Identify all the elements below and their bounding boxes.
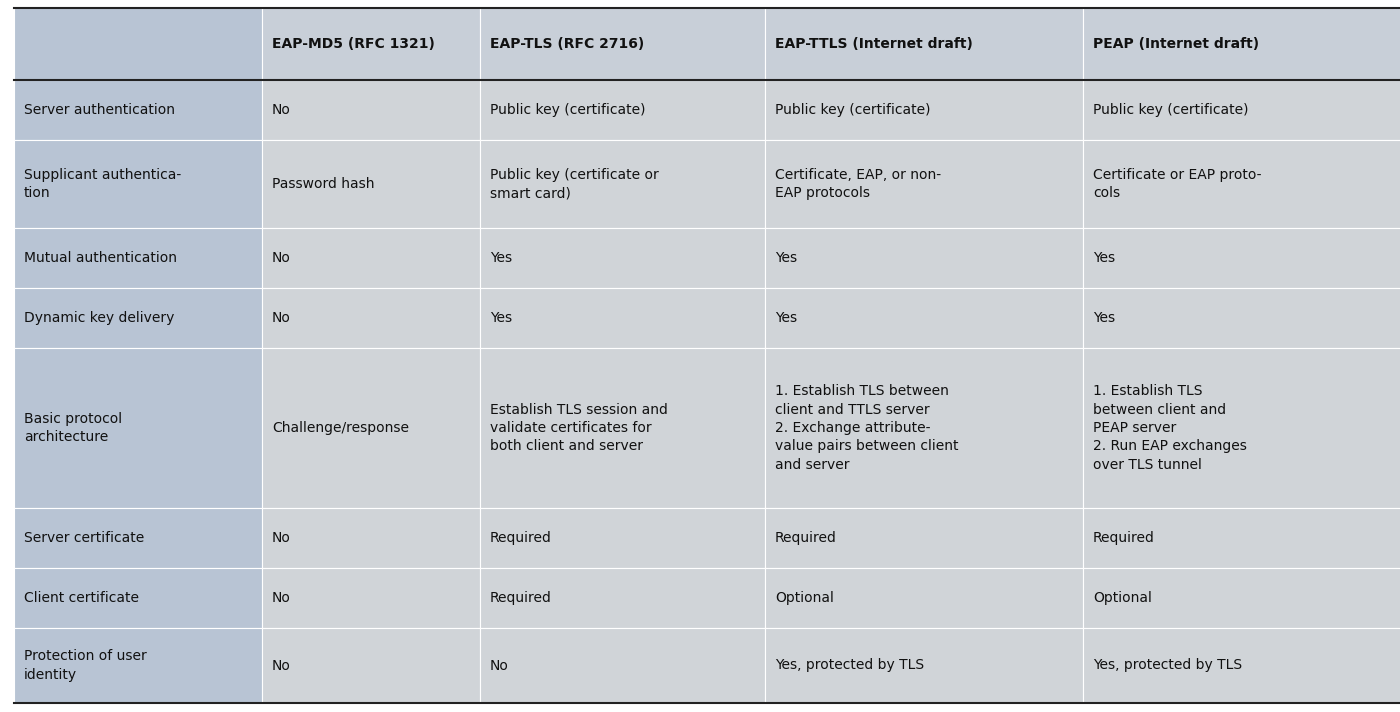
- Bar: [14, 228, 262, 288]
- Text: Optional: Optional: [1093, 591, 1152, 605]
- Bar: [480, 80, 764, 140]
- Text: Supplicant authentica-
tion: Supplicant authentica- tion: [24, 168, 181, 200]
- Text: Yes: Yes: [490, 311, 512, 325]
- Text: EAP-TTLS (Internet draft): EAP-TTLS (Internet draft): [776, 37, 973, 51]
- Text: Server certificate: Server certificate: [24, 531, 144, 545]
- Text: Required: Required: [776, 531, 837, 545]
- Text: No: No: [490, 659, 508, 673]
- Text: Yes: Yes: [776, 311, 797, 325]
- Bar: [480, 8, 764, 80]
- Bar: [1084, 288, 1400, 348]
- Text: Client certificate: Client certificate: [24, 591, 139, 605]
- Bar: [1084, 568, 1400, 628]
- Bar: [262, 80, 480, 140]
- Bar: [480, 348, 764, 508]
- Bar: [480, 568, 764, 628]
- Bar: [1084, 80, 1400, 140]
- Bar: [262, 508, 480, 568]
- Bar: [14, 628, 262, 703]
- Bar: [1084, 140, 1400, 228]
- Text: Required: Required: [490, 591, 552, 605]
- Text: Yes: Yes: [1093, 311, 1116, 325]
- Bar: [764, 8, 1084, 80]
- Bar: [262, 140, 480, 228]
- Text: 1. Establish TLS
between client and
PEAP server
2. Run EAP exchanges
over TLS tu: 1. Establish TLS between client and PEAP…: [1093, 384, 1247, 472]
- Text: Establish TLS session and
validate certificates for
both client and server: Establish TLS session and validate certi…: [490, 402, 668, 454]
- Bar: [480, 140, 764, 228]
- Bar: [480, 228, 764, 288]
- Text: Yes, protected by TLS: Yes, protected by TLS: [1093, 659, 1242, 673]
- Bar: [14, 508, 262, 568]
- Bar: [480, 508, 764, 568]
- Text: 1. Establish TLS between
client and TTLS server
2. Exchange attribute-
value pai: 1. Establish TLS between client and TTLS…: [776, 384, 959, 472]
- Text: Challenge/response: Challenge/response: [272, 421, 409, 435]
- Text: Yes: Yes: [1093, 251, 1116, 265]
- Bar: [14, 348, 262, 508]
- Bar: [764, 288, 1084, 348]
- Text: Certificate or EAP proto-
cols: Certificate or EAP proto- cols: [1093, 168, 1261, 200]
- Bar: [14, 8, 262, 80]
- Bar: [480, 628, 764, 703]
- Text: Public key (certificate): Public key (certificate): [1093, 103, 1249, 117]
- Text: Yes, protected by TLS: Yes, protected by TLS: [776, 659, 924, 673]
- Text: EAP-MD5 (RFC 1321): EAP-MD5 (RFC 1321): [272, 37, 435, 51]
- Text: No: No: [272, 531, 291, 545]
- Text: PEAP (Internet draft): PEAP (Internet draft): [1093, 37, 1259, 51]
- Text: Certificate, EAP, or non-
EAP protocols: Certificate, EAP, or non- EAP protocols: [776, 168, 941, 200]
- Bar: [262, 628, 480, 703]
- Bar: [1084, 8, 1400, 80]
- Bar: [764, 348, 1084, 508]
- Text: No: No: [272, 251, 291, 265]
- Bar: [262, 568, 480, 628]
- Text: EAP-TLS (RFC 2716): EAP-TLS (RFC 2716): [490, 37, 644, 51]
- Bar: [1084, 628, 1400, 703]
- Text: Required: Required: [490, 531, 552, 545]
- Bar: [14, 80, 262, 140]
- Text: Required: Required: [1093, 531, 1155, 545]
- Text: Password hash: Password hash: [272, 177, 375, 191]
- Text: No: No: [272, 311, 291, 325]
- Text: Protection of user
identity: Protection of user identity: [24, 649, 147, 681]
- Text: Optional: Optional: [776, 591, 834, 605]
- Bar: [1084, 348, 1400, 508]
- Bar: [764, 140, 1084, 228]
- Bar: [480, 288, 764, 348]
- Bar: [14, 140, 262, 228]
- Bar: [764, 80, 1084, 140]
- Text: Public key (certificate): Public key (certificate): [490, 103, 645, 117]
- Bar: [764, 228, 1084, 288]
- Bar: [764, 568, 1084, 628]
- Text: Dynamic key delivery: Dynamic key delivery: [24, 311, 175, 325]
- Bar: [262, 348, 480, 508]
- Text: Public key (certificate): Public key (certificate): [776, 103, 931, 117]
- Bar: [262, 228, 480, 288]
- Bar: [764, 508, 1084, 568]
- Text: No: No: [272, 659, 291, 673]
- Text: Yes: Yes: [776, 251, 797, 265]
- Bar: [262, 288, 480, 348]
- Text: No: No: [272, 591, 291, 605]
- Text: Mutual authentication: Mutual authentication: [24, 251, 176, 265]
- Bar: [764, 628, 1084, 703]
- Text: Public key (certificate or
smart card): Public key (certificate or smart card): [490, 168, 659, 200]
- Text: Basic protocol
architecture: Basic protocol architecture: [24, 412, 122, 444]
- Bar: [14, 568, 262, 628]
- Bar: [1084, 228, 1400, 288]
- Bar: [14, 288, 262, 348]
- Text: No: No: [272, 103, 291, 117]
- Text: Yes: Yes: [490, 251, 512, 265]
- Text: Server authentication: Server authentication: [24, 103, 175, 117]
- Bar: [262, 8, 480, 80]
- Bar: [1084, 508, 1400, 568]
